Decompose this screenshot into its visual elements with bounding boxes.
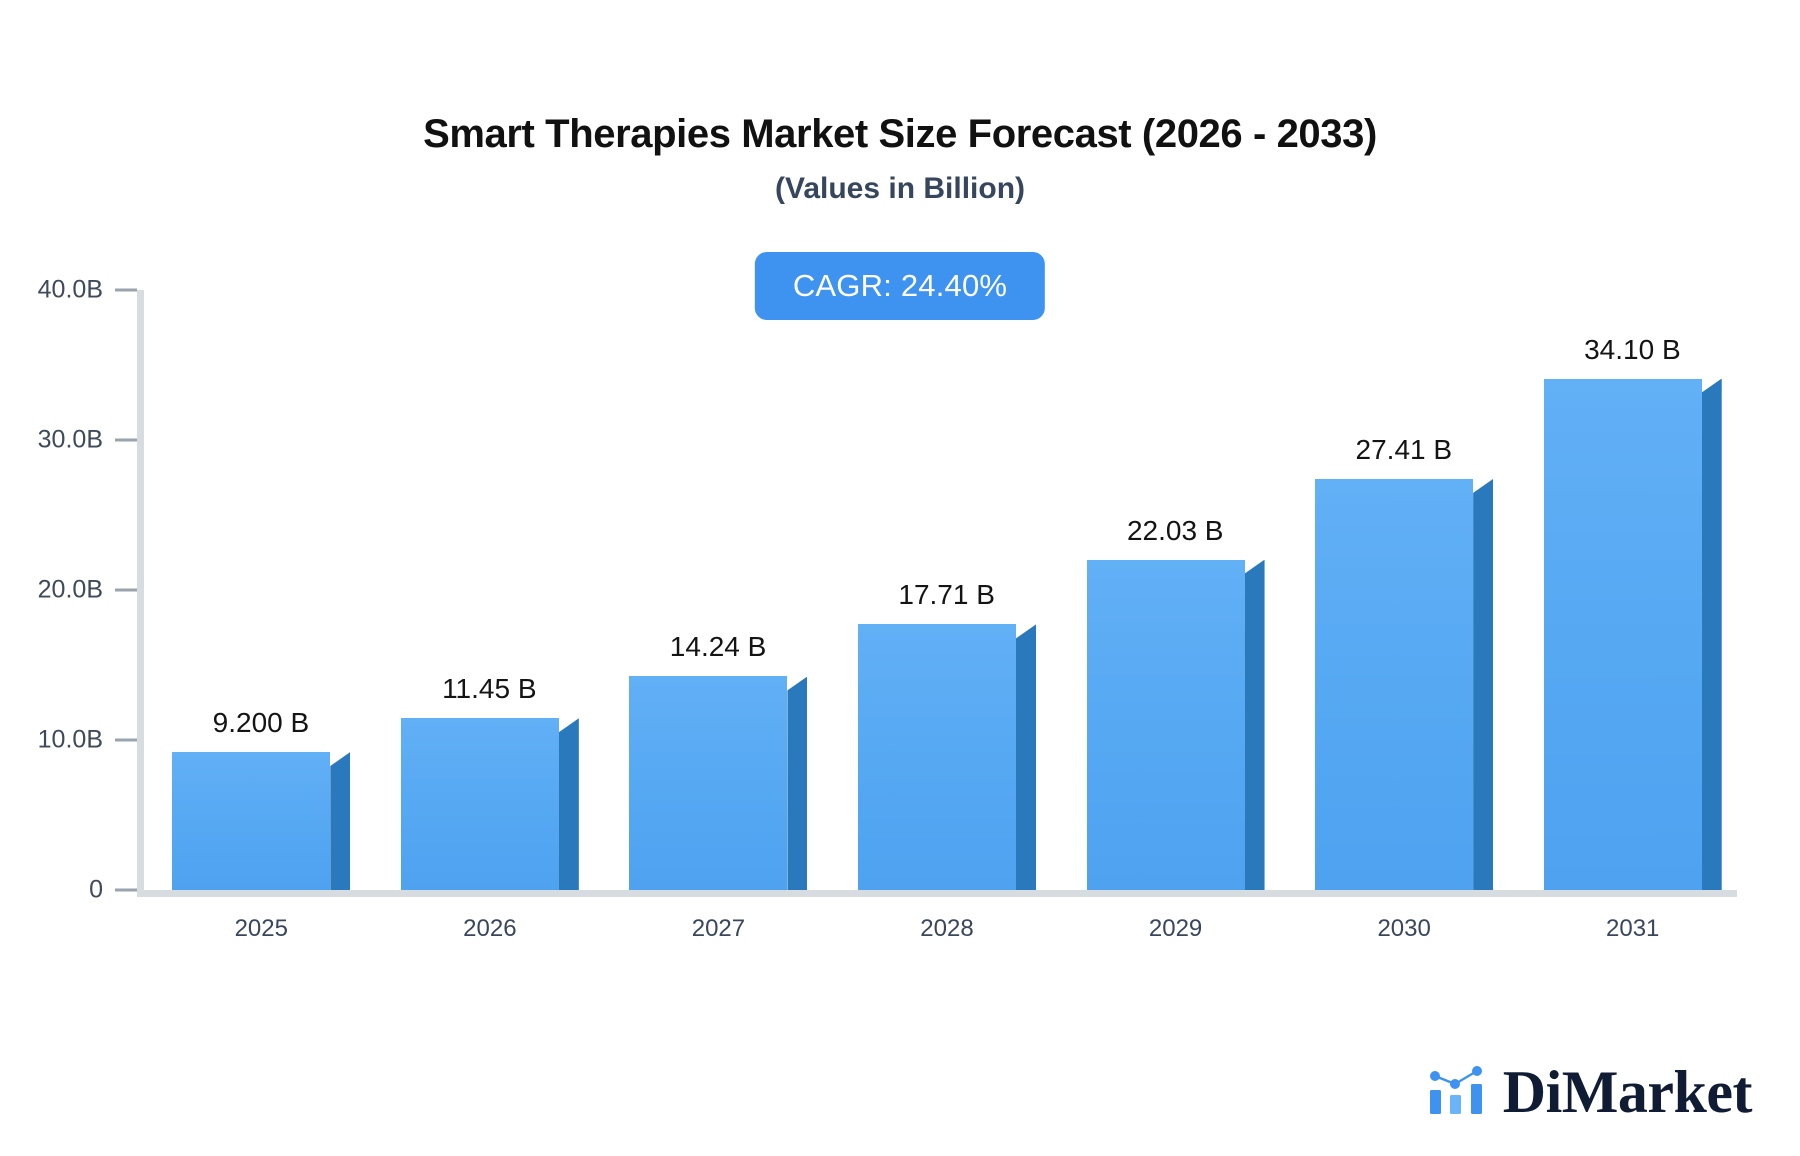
x-axis-label-2025: 2025 [234, 915, 288, 942]
bar-value-label: 9.200 B [212, 707, 310, 738]
x-axis-label-2027: 2027 [691, 915, 746, 942]
bar-2030[interactable]: 27.41 B [1315, 434, 1494, 890]
bar-2026[interactable]: 11.45 B [400, 673, 579, 890]
bar-front-face [629, 676, 788, 890]
bar-front-face [1086, 559, 1245, 890]
bar-value-label: 34.10 B [1584, 333, 1681, 365]
bar-front-face [858, 624, 1016, 890]
y-tick-mark [115, 738, 137, 742]
bar-side-face [330, 752, 351, 890]
bar-side-face [1701, 378, 1722, 890]
y-tick-label: 0 [89, 875, 103, 904]
chart-title: Smart Therapies Market Size Forecast (20… [423, 112, 1377, 156]
bar-value-label: 27.41 B [1355, 433, 1453, 465]
x-axis-label-2026: 2026 [463, 915, 517, 942]
bars-layer: 9.200 B 11.45 B 14.24 B 17.71 B 22.03 B 27.41… [137, 290, 1737, 890]
bar-value-label: 22.03 B [1126, 514, 1224, 546]
y-tick-label: 30.0B [37, 425, 103, 454]
x-axis-label-2028: 2028 [920, 915, 974, 942]
y-axis-tick: 20.0B [0, 576, 137, 605]
bar-chart-logo-icon [1427, 1064, 1489, 1121]
bar-side-face [1244, 559, 1265, 890]
y-tick-mark [115, 288, 137, 292]
bar-front-face [400, 718, 559, 890]
y-axis-line [137, 290, 144, 890]
plot-area: 0 10.0B 20.0B 30.0B 40.0B 9.200 B 11.45 B 14.2… [38, 276, 1737, 942]
y-tick-mark [115, 888, 137, 892]
cagr-badge: CAGR: 24.40% [754, 252, 1046, 320]
bar-2025[interactable]: 9.200 B [172, 707, 351, 890]
x-axis-label-2030: 2030 [1377, 915, 1431, 942]
x-axis-line [137, 890, 1737, 897]
y-axis-tick: 0 [0, 876, 137, 905]
dimarket-logo: DiMarket [1427, 1059, 1753, 1125]
bar-value-label: 14.24 B [669, 631, 767, 663]
chart-subtitle: (Values in Billion) [774, 172, 1026, 205]
y-tick-mark [115, 588, 137, 592]
bar-value-label: 11.45 B [442, 673, 537, 705]
bar-front-face [1315, 478, 1474, 890]
bar-2027[interactable]: 14.24 B [629, 631, 808, 890]
bar-2031[interactable]: 34.10 B [1543, 334, 1722, 890]
bar-side-face [558, 718, 579, 890]
y-axis-tick: 10.0B [0, 726, 137, 755]
x-axis-label-2031: 2031 [1606, 915, 1660, 942]
y-tick-label: 10.0B [37, 725, 103, 754]
y-tick-mark [115, 438, 137, 442]
x-axis-label-2029: 2029 [1148, 915, 1203, 942]
y-axis-tick: 40.0B [0, 276, 137, 305]
bar-side-face [1016, 624, 1036, 890]
y-axis-tick: 30.0B [0, 426, 137, 455]
y-tick-label: 20.0B [37, 575, 103, 604]
y-tick-label: 40.0B [37, 275, 103, 304]
bar-value-label: 17.71 B [898, 579, 995, 611]
bar-side-face [787, 676, 808, 890]
bar-side-face [1473, 478, 1494, 890]
bar-front-face [1543, 378, 1702, 890]
bar-2028[interactable]: 17.71 B [858, 579, 1036, 890]
bar-front-face [172, 752, 331, 890]
logo-wordmark: DiMarket [1502, 1059, 1753, 1125]
bar-2029[interactable]: 22.03 B [1086, 515, 1265, 890]
